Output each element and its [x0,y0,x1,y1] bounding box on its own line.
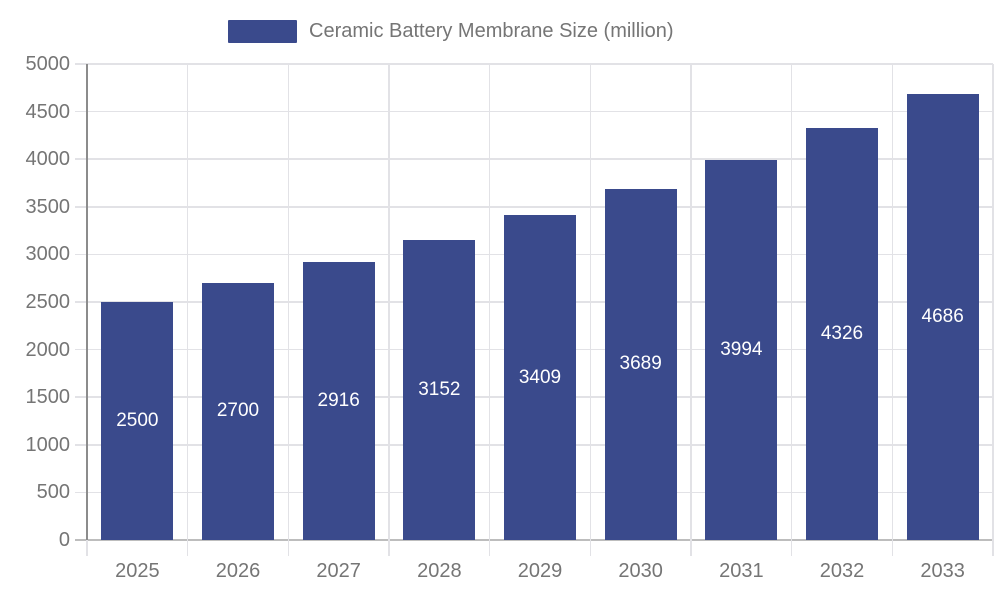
bar-value-label: 2500 [116,410,159,431]
gridline-horizontal [75,539,993,541]
legend-swatch-icon [228,20,297,43]
y-tick-label: 0 [58,529,70,551]
gridline-vertical [488,64,491,556]
x-tick-label: 2025 [115,560,160,582]
bar-value-label: 3152 [418,378,461,400]
gridline-horizontal [75,158,993,160]
x-tick-label: 2027 [316,560,361,582]
bar[interactable] [403,239,476,540]
bar-value-label: 2916 [317,390,360,412]
gridline-horizontal [75,63,993,65]
bar[interactable] [906,93,979,540]
y-tick-label: 2500 [25,291,71,313]
bar-value-label: 3994 [720,338,763,360]
bar-value-label: 3689 [619,353,662,375]
gridline-vertical [891,64,894,556]
y-tick-label: 1500 [25,386,71,409]
y-axis-line [86,64,88,540]
bar[interactable] [504,215,576,540]
y-tick-label: 2000 [25,338,71,361]
y-tick-label: 5000 [25,53,71,75]
bar[interactable] [604,188,677,540]
gridline-horizontal [75,206,993,208]
bar-value-label: 2700 [216,400,260,422]
y-tick-label: 500 [36,481,70,504]
gridline-vertical [388,64,390,556]
bar[interactable] [202,282,274,540]
gridline-horizontal [75,110,993,113]
bar[interactable] [101,302,174,540]
bar[interactable] [705,159,778,540]
y-tick-label: 3000 [25,243,71,266]
y-tick-label: 4000 [25,148,71,171]
gridline-vertical [287,64,290,556]
bar[interactable] [806,128,878,540]
bar[interactable] [302,262,375,540]
chart-legend[interactable]: Ceramic Battery Membrane Size (million) [228,20,674,43]
gridline-vertical [992,64,994,556]
x-tick-label: 2030 [618,560,663,582]
bar-value-label: 3409 [518,366,562,388]
y-tick-label: 1000 [25,433,71,456]
gridline-vertical [186,64,189,556]
legend-label: Ceramic Battery Membrane Size (million) [309,20,674,42]
x-tick-label: 2032 [819,560,865,582]
y-tick-label: 3500 [25,195,71,218]
y-tick-label: 4500 [25,100,71,123]
x-tick-label: 2033 [920,560,965,582]
bar-value-label: 4326 [820,323,864,345]
x-tick-label: 2028 [417,560,462,582]
x-tick-label: 2029 [517,560,563,582]
x-tick-label: 2031 [719,560,764,582]
gridline-vertical [690,64,692,556]
gridline-vertical [790,64,793,556]
gridline-vertical [589,64,592,556]
bar-value-label: 4686 [921,305,964,327]
x-tick-label: 2026 [215,560,261,582]
